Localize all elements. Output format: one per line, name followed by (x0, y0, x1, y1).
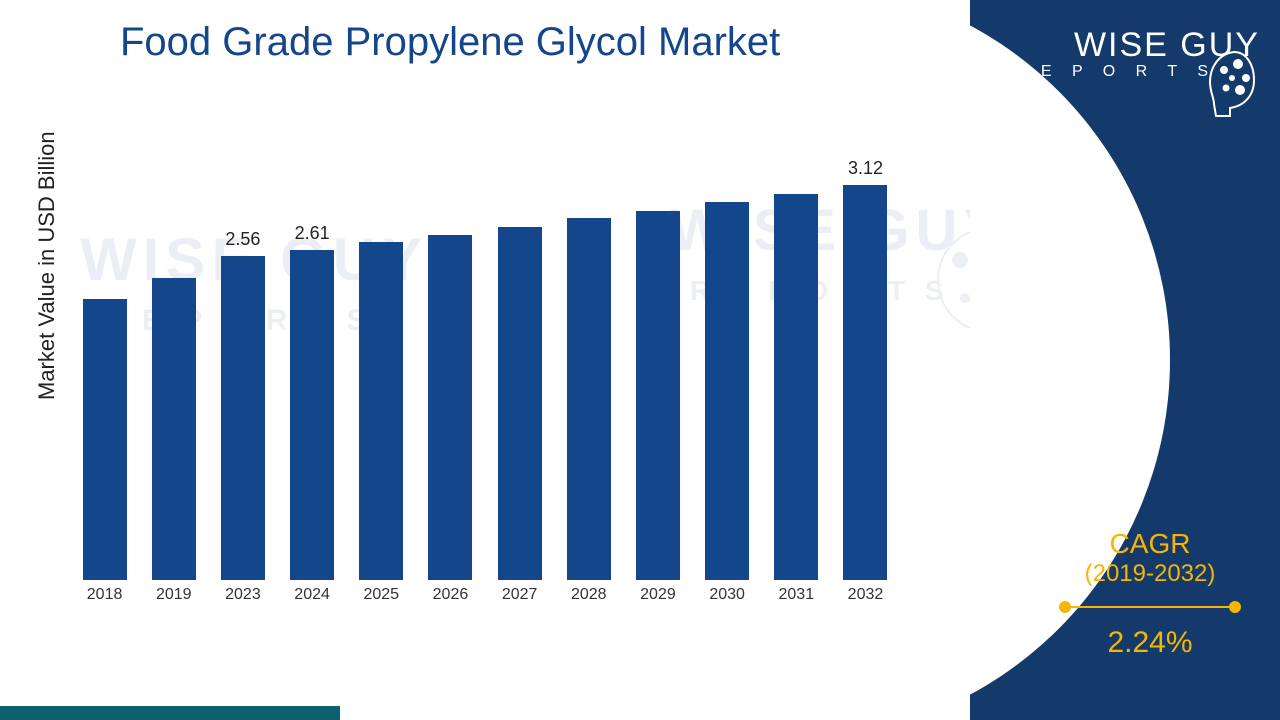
bar-slot (347, 150, 416, 580)
bar-slot (70, 150, 139, 580)
cagr-label: CAGR (1050, 528, 1250, 560)
bar-value-label: 3.12 (848, 158, 883, 179)
bar (636, 211, 680, 580)
bar (843, 185, 887, 580)
bottom-accent-strip (0, 706, 340, 720)
bar-slot: 2.56 (208, 150, 277, 580)
bar-slot (485, 150, 554, 580)
bar (498, 227, 542, 580)
cagr-block: CAGR (2019-2032) 2.24% (1050, 528, 1250, 660)
bar (290, 250, 334, 580)
x-tick-label: 2026 (416, 586, 485, 604)
cagr-range: (2019-2032) (1050, 560, 1250, 588)
bar (705, 202, 749, 580)
bar-slot (554, 150, 623, 580)
bar-slot (623, 150, 692, 580)
x-tick-label: 2027 (485, 586, 554, 604)
cagr-value: 2.24% (1050, 626, 1250, 660)
cagr-divider (1065, 606, 1235, 608)
x-tick-label: 2024 (278, 586, 347, 604)
x-tick-label: 2031 (762, 586, 831, 604)
bar-slot: 3.12 (831, 150, 900, 580)
bar (359, 242, 403, 580)
x-tick-label: 2023 (208, 586, 277, 604)
bar-value-label: 2.61 (295, 223, 330, 244)
brand-logo: WISE GUY R E P O R T S (990, 26, 1260, 81)
bar-slot: 2.61 (278, 150, 347, 580)
x-tick-label: 2029 (623, 586, 692, 604)
x-tick-label: 2019 (139, 586, 208, 604)
x-axis-labels: 2018201920232024202520262027202820292030… (70, 586, 900, 604)
chart-plot-area: 2.56 2.61 3.12 (70, 150, 900, 580)
bar (221, 256, 265, 580)
bar (567, 218, 611, 580)
logo-head-icon (1204, 48, 1266, 120)
y-axis-label: Market Value in USD Billion (34, 131, 60, 400)
bar-slot (693, 150, 762, 580)
x-tick-label: 2032 (831, 586, 900, 604)
bar (152, 278, 196, 580)
bar-value-label: 2.56 (225, 229, 260, 250)
chart-canvas: Food Grade Propylene Glycol Market Marke… (0, 0, 1280, 720)
x-tick-label: 2018 (70, 586, 139, 604)
bar-slot (139, 150, 208, 580)
bar-slot (416, 150, 485, 580)
x-tick-label: 2030 (693, 586, 762, 604)
bar (428, 235, 472, 580)
bar (83, 299, 127, 580)
chart-title: Food Grade Propylene Glycol Market (120, 20, 780, 65)
x-tick-label: 2025 (347, 586, 416, 604)
logo-sub-text: R E P O R T S (990, 63, 1216, 81)
x-tick-label: 2028 (554, 586, 623, 604)
right-panel: WISE GUY R E P O R T S CAGR (2019-2032) … (970, 0, 1280, 720)
bar (774, 194, 818, 580)
bar-slot (762, 150, 831, 580)
